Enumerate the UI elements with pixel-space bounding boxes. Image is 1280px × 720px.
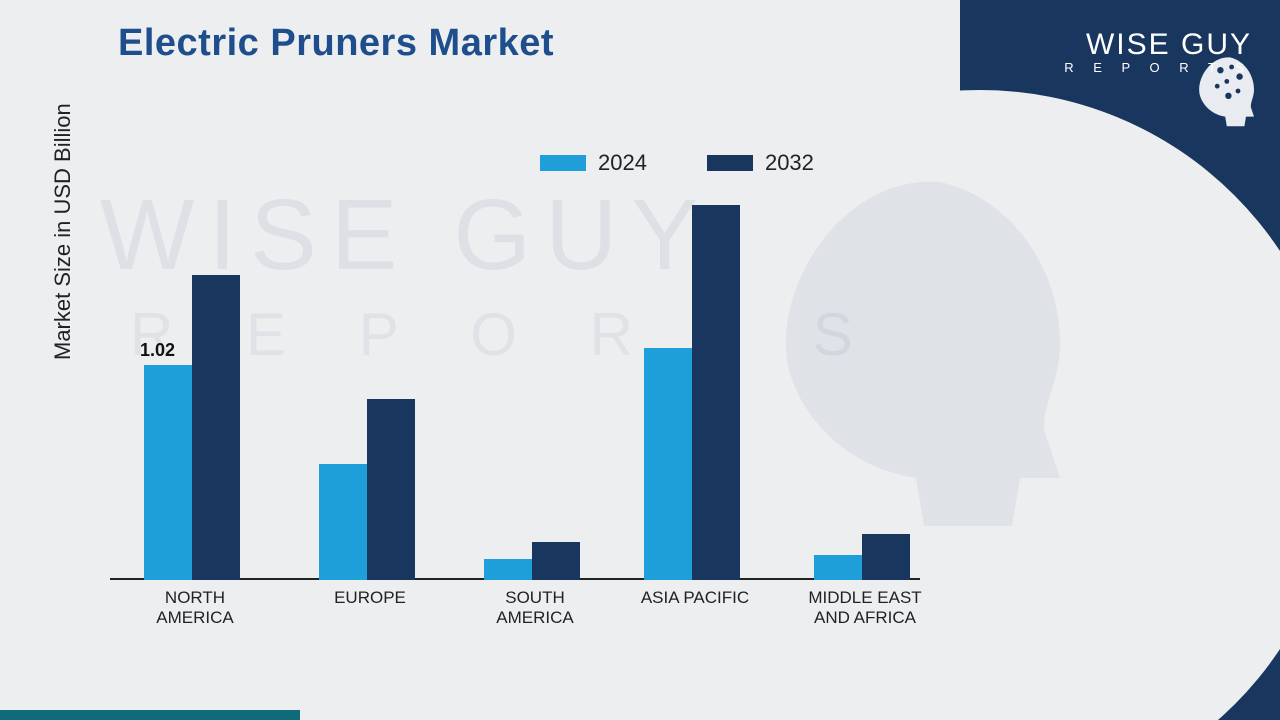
brand-logo: WISE GUY R E P O R T S (1064, 28, 1252, 75)
legend-swatch-2024 (540, 155, 586, 171)
legend: 2024 2032 (540, 150, 814, 176)
brand-head-icon (1182, 46, 1262, 136)
bar-series-2032 (192, 275, 240, 580)
legend-label-2024: 2024 (598, 150, 647, 176)
bar-series-2024 (144, 365, 192, 580)
legend-item-2024: 2024 (540, 150, 647, 176)
category-label: EUROPE (300, 588, 440, 608)
category-label: NORTH AMERICA (125, 588, 265, 627)
legend-swatch-2032 (707, 155, 753, 171)
bar-series-2024 (814, 555, 862, 580)
y-axis-label: Market Size in USD Billion (50, 103, 76, 360)
bar-series-2024 (484, 559, 532, 580)
category-label: ASIA PACIFIC (625, 588, 765, 608)
chart-plot-area: 1.02NORTH AMERICAEUROPESOUTH AMERICAASIA… (110, 180, 920, 580)
bar-series-2032 (532, 542, 580, 580)
bar-series-2032 (692, 205, 740, 580)
category-label: MIDDLE EAST AND AFRICA (795, 588, 935, 627)
bar-series-2024 (319, 464, 367, 580)
chart-title: Electric Pruners Market (118, 22, 554, 65)
bar-series-2032 (862, 534, 910, 580)
chart-canvas: WISE GUY R E P O R T S Electric Pruners … (0, 0, 1280, 720)
bottom-accent-bar (0, 710, 300, 720)
legend-item-2032: 2032 (707, 150, 814, 176)
bar-value-label: 1.02 (140, 340, 175, 361)
bar-series-2032 (367, 399, 415, 580)
bar-series-2024 (644, 348, 692, 580)
category-label: SOUTH AMERICA (465, 588, 605, 627)
legend-label-2032: 2032 (765, 150, 814, 176)
